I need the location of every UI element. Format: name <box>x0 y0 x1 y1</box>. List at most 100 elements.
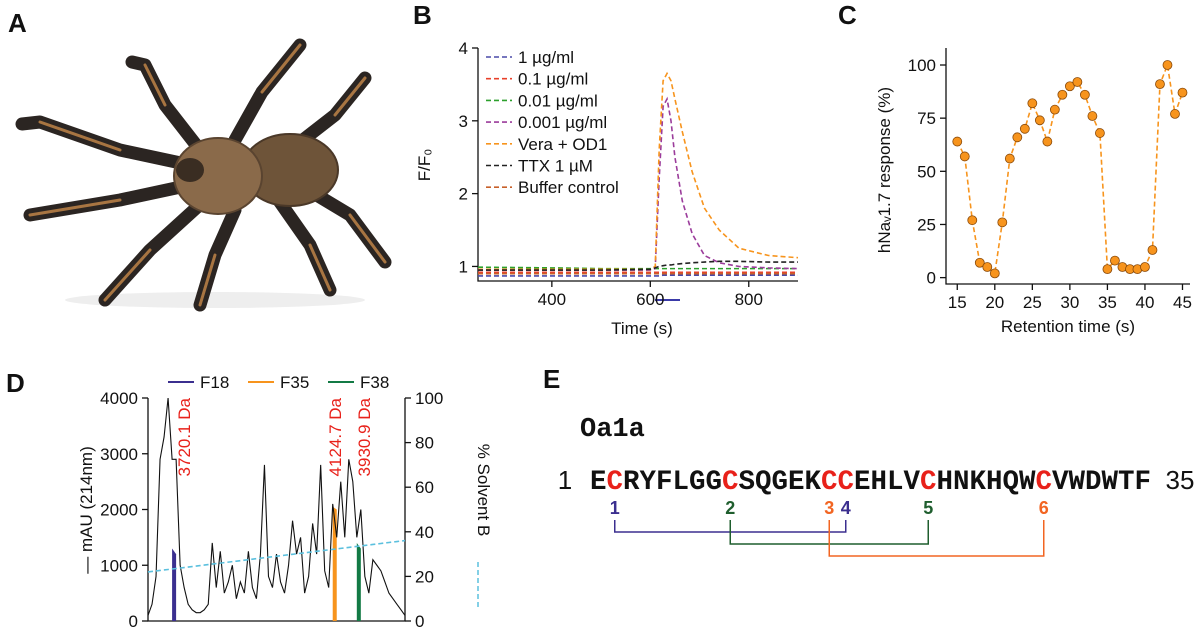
series-line <box>478 260 798 271</box>
y-tick-label: 1000 <box>100 556 138 575</box>
data-point <box>1110 255 1120 266</box>
mass-annotation: 3930.9 Da <box>355 397 374 476</box>
cysteine-label: 6 <box>1039 498 1049 518</box>
data-point <box>1012 132 1023 143</box>
sequence-segment: C <box>1036 467 1053 498</box>
x-tick-label: 45 <box>1173 293 1192 312</box>
sequence-segment: HNKHQW <box>937 467 1037 498</box>
x-tick-label: 600 <box>636 290 664 309</box>
y-tick-label: 4 <box>459 39 468 58</box>
sequence-segment: C <box>722 467 739 498</box>
cysteine-label: 4 <box>841 498 851 518</box>
cysteine-label: 5 <box>923 498 933 518</box>
x-axis-title: Time (s) <box>611 319 673 338</box>
sequence-segment: SQGEK <box>739 467 822 498</box>
data-point <box>982 262 993 272</box>
y2-tick-label: 100 <box>415 389 443 408</box>
y-axis-title: F/F₀ <box>415 149 434 182</box>
y-tick-label: 1 <box>459 257 468 276</box>
sequence-segment: C <box>920 467 937 498</box>
y2-axis-title: % Solvent B <box>474 444 493 537</box>
y-tick-label: 3 <box>459 112 468 131</box>
x-axis-title: Retention time (s) <box>1001 317 1135 336</box>
y-tick-label: 75 <box>917 109 936 128</box>
y-tick-label: 3000 <box>100 445 138 464</box>
x-tick-label: 15 <box>948 293 967 312</box>
sequence-end: 35 <box>1166 465 1195 495</box>
data-point <box>1162 60 1173 70</box>
data-point <box>1102 264 1113 275</box>
series-area <box>172 548 177 621</box>
y2-tick-label: 80 <box>415 434 434 453</box>
y-axis-title: hNaᵥ1.7 response (%) <box>875 87 894 253</box>
data-point <box>1004 153 1015 164</box>
y-axis-title: — mAU (214nm) <box>77 446 96 574</box>
x-tick-label: 25 <box>1023 293 1042 312</box>
y-tick-label: 2 <box>459 185 468 204</box>
x-tick-label: 30 <box>1060 293 1079 312</box>
data-point <box>952 136 963 147</box>
data-point <box>974 257 985 268</box>
series-area <box>356 542 361 621</box>
series-line <box>478 274 798 277</box>
legend-label: Buffer control <box>518 178 619 197</box>
x-tick-label: 800 <box>735 290 763 309</box>
legend-label: F38 <box>360 373 389 392</box>
peptide-name: Oa1a <box>580 415 645 445</box>
data-point <box>1049 104 1060 115</box>
axis-line <box>477 48 798 282</box>
x-tick-label: 40 <box>1135 293 1154 312</box>
y2-tick-label: 40 <box>415 523 434 542</box>
sequence-segment: VWDWTF <box>1052 467 1151 498</box>
y2-tick-label: 20 <box>415 567 434 586</box>
data-point <box>989 268 1000 279</box>
panel-label: B <box>413 0 432 30</box>
series-area <box>332 506 337 621</box>
cysteine-label: 2 <box>725 498 735 518</box>
cysteine-label: 1 <box>610 498 620 518</box>
y-tick-label: 25 <box>917 215 936 234</box>
legend-label: 0.001 µg/ml <box>518 113 607 132</box>
sequence-segment: C <box>607 467 624 498</box>
mass-annotation: 3720.1 Da <box>175 397 194 476</box>
data-point <box>1177 87 1188 98</box>
data-point <box>1155 79 1165 90</box>
panel-label: C <box>838 0 857 30</box>
sequence-start: 1 <box>558 465 572 495</box>
panel-label: A <box>8 8 27 38</box>
legend-label: 0.01 µg/ml <box>518 91 598 110</box>
data-point <box>997 217 1008 228</box>
y-tick-label: 0 <box>129 612 138 630</box>
data-point <box>1079 89 1090 100</box>
data-point <box>967 215 978 226</box>
x-tick-label: 400 <box>538 290 566 309</box>
y2-tick-label: 60 <box>415 478 434 497</box>
data-point <box>1034 115 1045 126</box>
x-tick-label: 35 <box>1098 293 1117 312</box>
data-point <box>959 151 970 162</box>
legend-label: Vera + OD1 <box>518 135 607 154</box>
panel-label: E <box>543 364 560 394</box>
sequence-segment: C <box>838 467 855 498</box>
legend-label: 0.1 µg/ml <box>518 70 588 89</box>
legend-label: F18 <box>200 373 229 392</box>
sequence-segment: E <box>590 467 607 498</box>
x-tick-label: 20 <box>985 293 1004 312</box>
series-line <box>147 397 406 616</box>
data-point <box>1072 77 1083 87</box>
y-tick-label: 100 <box>908 56 936 75</box>
sequence-segment: EHLV <box>854 467 921 498</box>
axis-line <box>945 48 1190 285</box>
disulfide-bond <box>828 520 1045 557</box>
data-point <box>1170 109 1180 119</box>
data-point <box>1140 262 1150 272</box>
y-tick-label: 0 <box>927 269 936 288</box>
panel-label: D <box>6 368 25 398</box>
spider-illustration <box>15 38 392 312</box>
data-point <box>1147 245 1158 255</box>
y-tick-label: 50 <box>917 162 936 181</box>
series-line <box>147 539 406 573</box>
cysteine-label: 3 <box>824 498 834 518</box>
